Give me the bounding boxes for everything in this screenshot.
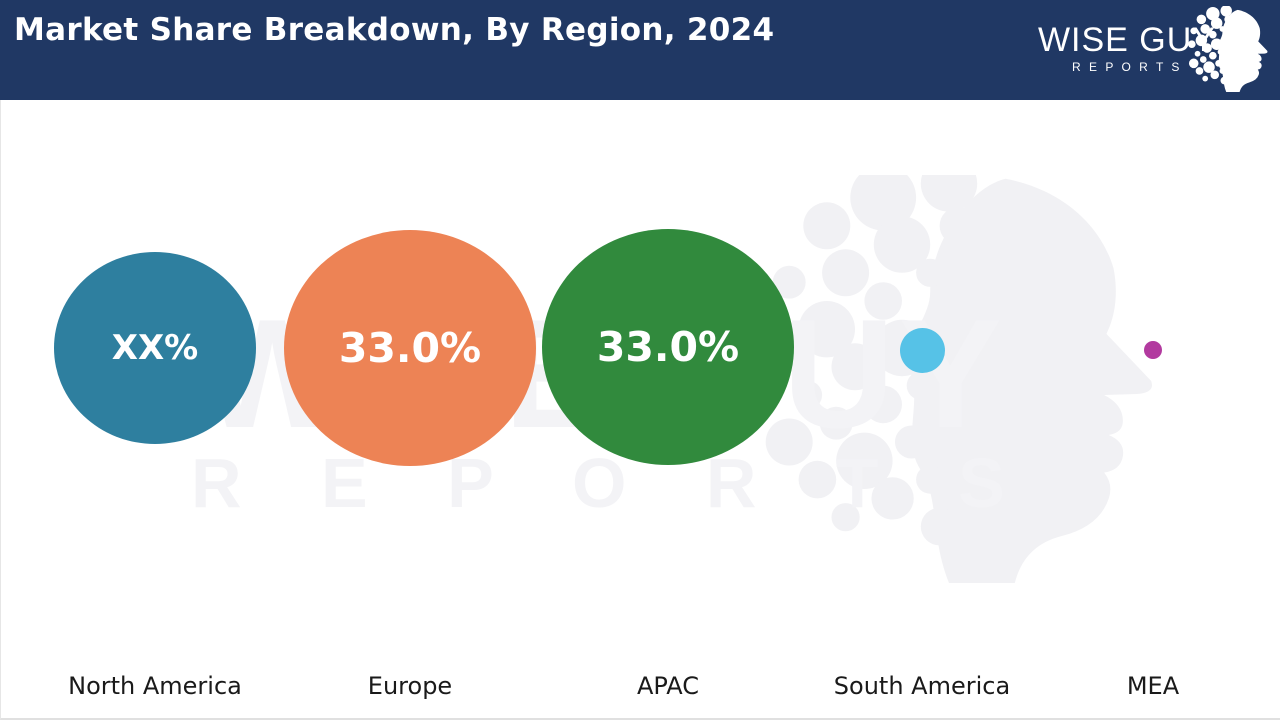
bubble-value-label: 33.0% — [596, 323, 740, 371]
brand-face-icon — [1188, 5, 1274, 93]
category-label-apac: APAC — [636, 672, 700, 700]
brand-name: WISE GUY — [1037, 21, 1216, 59]
category-label-mea: MEA — [1126, 672, 1180, 700]
brand-logo: WISE GUY R E P O R T S — [1030, 0, 1280, 100]
bubble-value-label: 33.0% — [338, 324, 482, 372]
bubble-mea — [1144, 341, 1162, 359]
watermark-face-icon — [761, 175, 1153, 583]
category-label-europe: Europe — [367, 672, 453, 700]
bubble-south-america — [899, 327, 945, 373]
page-title: Market Share Breakdown, By Region, 2024 — [14, 12, 775, 48]
watermark-reports-text: R E P O R T S — [191, 444, 1035, 522]
brand-logo-text: WISE GUY R E P O R T S — [1038, 23, 1216, 74]
header: Market Share Breakdown, By Region, 2024 … — [0, 0, 1280, 100]
bubble-apac: 33.0% — [542, 229, 794, 465]
brand-subtitle: R E P O R T S — [1072, 60, 1182, 74]
bubble-chart: WISE GUY R E P O R T S XX%North America3… — [0, 100, 1280, 720]
category-label-north-america: North America — [68, 672, 242, 700]
bubble-north-america: XX% — [54, 252, 256, 444]
category-label-south-america: South America — [833, 672, 1011, 700]
bubble-value-label: XX% — [111, 328, 199, 368]
bubble-europe: 33.0% — [284, 230, 536, 466]
